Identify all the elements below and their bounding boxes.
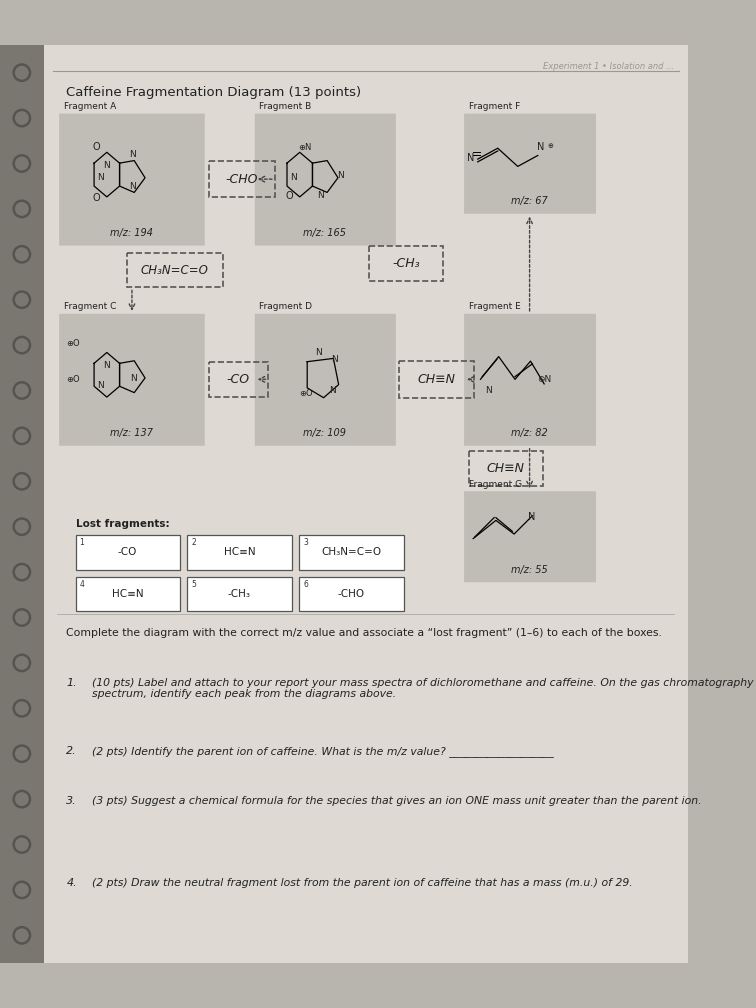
Text: N: N	[315, 348, 321, 357]
Text: CH₃N=C=O: CH₃N=C=O	[141, 264, 209, 276]
FancyBboxPatch shape	[255, 313, 396, 446]
Text: Fragment D: Fragment D	[259, 302, 312, 311]
Text: ⊕O: ⊕O	[67, 339, 80, 348]
Text: Fragment F: Fragment F	[469, 102, 520, 111]
Bar	[209, 161, 275, 198]
Text: Fragment A: Fragment A	[64, 102, 116, 111]
Text: 4: 4	[79, 580, 84, 589]
Text: N: N	[129, 181, 135, 191]
Text: N: N	[331, 355, 338, 364]
Text: m/z: 137: m/z: 137	[110, 428, 153, 438]
Text: -CH₃: -CH₃	[228, 589, 251, 599]
Text: m/z: 67: m/z: 67	[511, 197, 548, 207]
FancyBboxPatch shape	[59, 313, 205, 446]
FancyBboxPatch shape	[255, 114, 396, 246]
Text: ⊕N: ⊕N	[298, 142, 311, 151]
Text: CH₃N=C=O: CH₃N=C=O	[321, 547, 381, 557]
Text: ⊕N: ⊕N	[537, 375, 551, 384]
FancyBboxPatch shape	[464, 313, 596, 446]
Bar	[0, 45, 44, 963]
Text: 4.: 4.	[67, 878, 77, 888]
Text: 6: 6	[303, 580, 308, 589]
Text: Fragment B: Fragment B	[259, 102, 311, 111]
Text: Fragment E: Fragment E	[469, 302, 520, 311]
Text: ⊕O: ⊕O	[67, 375, 80, 384]
Text: 1: 1	[79, 537, 84, 546]
Text: 2.: 2.	[67, 746, 77, 756]
FancyBboxPatch shape	[59, 114, 205, 246]
Text: N: N	[290, 172, 297, 181]
Text: N: N	[466, 153, 474, 163]
Text: ⊕O: ⊕O	[299, 389, 313, 398]
Text: 5: 5	[191, 580, 196, 589]
Text: 3.: 3.	[67, 796, 77, 806]
Bar	[209, 362, 268, 396]
Bar	[128, 253, 223, 287]
Text: N: N	[131, 374, 138, 383]
Text: (2 pts) Identify the parent ion of caffeine. What is the m/z value? ____________: (2 pts) Identify the parent ion of caffe…	[92, 746, 553, 757]
Text: ⊕: ⊕	[548, 143, 553, 149]
Text: -CH₃: -CH₃	[392, 257, 420, 270]
Text: N: N	[97, 381, 104, 389]
Text: N: N	[330, 386, 336, 395]
Text: -CHO: -CHO	[226, 172, 259, 185]
Text: m/z: 82: m/z: 82	[511, 428, 548, 438]
Text: Fragment C: Fragment C	[64, 302, 116, 311]
Text: -CO: -CO	[227, 373, 250, 386]
Bar	[299, 535, 404, 570]
Text: HC≡N: HC≡N	[224, 547, 255, 557]
Text: 3: 3	[303, 537, 308, 546]
Text: (10 pts) Label and attach to your report your mass spectra of dichloromethane an: (10 pts) Label and attach to your report…	[92, 677, 754, 700]
Text: N: N	[318, 192, 324, 201]
Text: N: N	[537, 142, 544, 152]
Text: CH≡N: CH≡N	[487, 462, 525, 475]
Text: N: N	[97, 172, 104, 181]
Text: 1.: 1.	[67, 677, 77, 687]
Text: CH≡N: CH≡N	[418, 373, 456, 386]
Text: m/z: 194: m/z: 194	[110, 228, 153, 238]
Text: O: O	[92, 194, 100, 204]
Text: m/z: 109: m/z: 109	[303, 428, 346, 438]
Text: Complete the diagram with the correct m/z value and associate a “lost fragment” : Complete the diagram with the correct m/…	[67, 628, 662, 638]
Text: O: O	[285, 191, 293, 201]
Text: Fragment G: Fragment G	[469, 480, 522, 489]
Bar	[299, 577, 404, 612]
Text: N: N	[485, 386, 491, 395]
Text: N: N	[129, 150, 135, 159]
Text: m/z: 165: m/z: 165	[303, 228, 346, 238]
Text: 2: 2	[191, 537, 196, 546]
Bar	[368, 247, 443, 281]
Text: O: O	[92, 142, 100, 152]
Text: Lost fragments:: Lost fragments:	[76, 518, 169, 528]
Text: N: N	[528, 512, 535, 522]
Text: N: N	[337, 170, 344, 179]
Bar	[187, 577, 292, 612]
Bar	[187, 535, 292, 570]
Bar	[399, 361, 474, 397]
Bar	[76, 577, 180, 612]
Text: Experiment 1 • Isolation and ...: Experiment 1 • Isolation and ...	[544, 61, 674, 71]
Text: (2 pts) Draw the neutral fragment lost from the parent ion of caffeine that has : (2 pts) Draw the neutral fragment lost f…	[92, 878, 633, 888]
Text: HC≡N: HC≡N	[112, 589, 143, 599]
Text: -CO: -CO	[118, 547, 137, 557]
Bar	[469, 452, 544, 486]
Text: (3 pts) Suggest a chemical formula for the species that gives an ion ONE mass un: (3 pts) Suggest a chemical formula for t…	[92, 796, 702, 806]
FancyBboxPatch shape	[464, 491, 596, 583]
Text: Caffeine Fragmentation Diagram (13 points): Caffeine Fragmentation Diagram (13 point…	[67, 87, 361, 100]
Text: -CHO: -CHO	[338, 589, 365, 599]
Text: N: N	[104, 362, 110, 370]
Bar	[76, 535, 180, 570]
FancyBboxPatch shape	[464, 114, 596, 214]
Text: N: N	[104, 161, 110, 170]
Text: m/z: 55: m/z: 55	[511, 564, 548, 575]
